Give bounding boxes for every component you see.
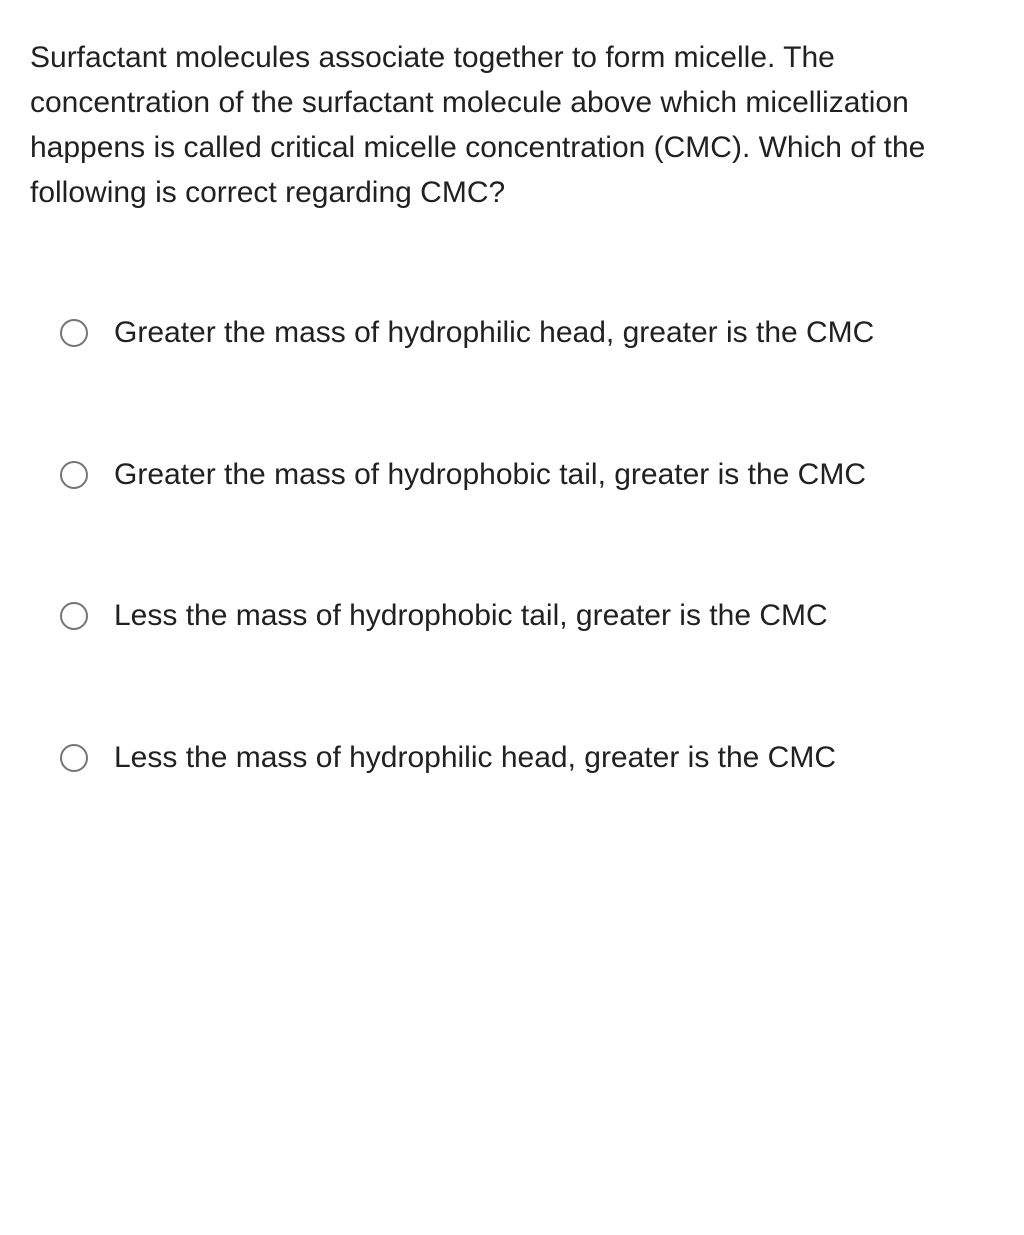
option-4-label: Less the mass of hydrophilic head, great… (114, 735, 836, 782)
radio-icon[interactable] (60, 744, 88, 772)
radio-icon[interactable] (60, 461, 88, 489)
option-4[interactable]: Less the mass of hydrophilic head, great… (60, 735, 994, 782)
option-3-label: Less the mass of hydrophobic tail, great… (114, 593, 828, 640)
radio-icon[interactable] (60, 319, 88, 347)
option-2[interactable]: Greater the mass of hydrophobic tail, gr… (60, 452, 994, 499)
question-text: Surfactant molecules associate together … (30, 35, 994, 215)
option-1[interactable]: Greater the mass of hydrophilic head, gr… (60, 310, 994, 357)
options-group: Greater the mass of hydrophilic head, gr… (30, 310, 994, 781)
radio-icon[interactable] (60, 602, 88, 630)
option-1-label: Greater the mass of hydrophilic head, gr… (114, 310, 874, 357)
option-2-label: Greater the mass of hydrophobic tail, gr… (114, 452, 866, 499)
option-3[interactable]: Less the mass of hydrophobic tail, great… (60, 593, 994, 640)
